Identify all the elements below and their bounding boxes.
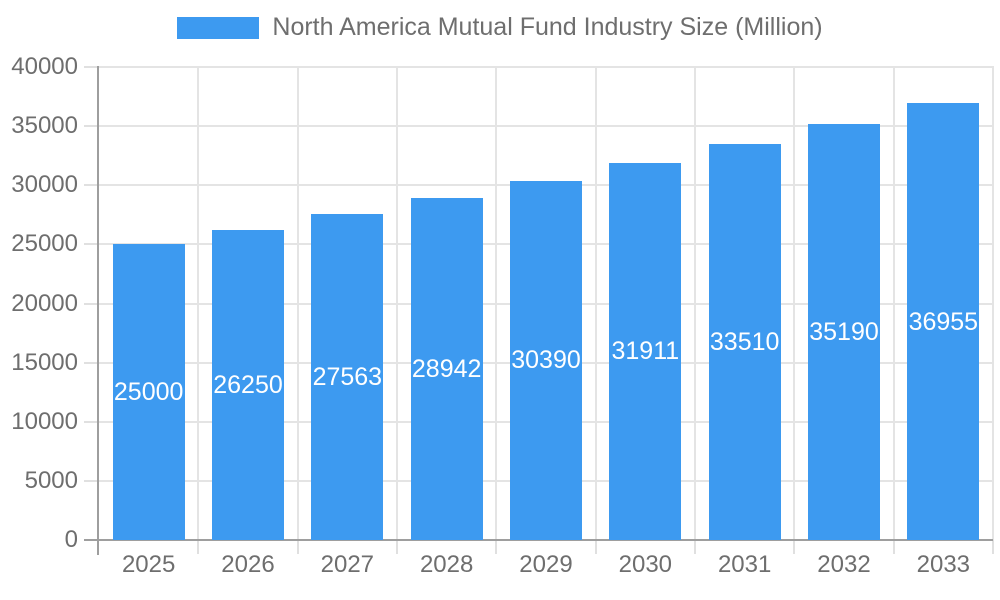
bar-value-label: 36955 [908, 307, 979, 336]
y-axis-tick-label: 20000 [11, 289, 78, 317]
bar-2028[interactable] [410, 197, 483, 540]
x-axis-tick [296, 540, 299, 554]
bar-2032[interactable] [808, 123, 880, 540]
x-axis-tick [594, 540, 597, 554]
gridline-vertical [296, 66, 299, 540]
y-axis-tick-label: 35000 [11, 112, 78, 140]
x-axis-tick-label: 2025 [121, 551, 176, 578]
gridline-vertical [793, 66, 796, 540]
bar-value-label: 33510 [709, 327, 780, 356]
bar-value-label: 25000 [113, 378, 184, 407]
x-axis-tick-label: 2030 [618, 551, 673, 578]
bar-2033[interactable] [907, 103, 980, 540]
y-axis-tick-label: 5000 [24, 466, 78, 494]
x-axis-tick [793, 540, 796, 554]
gridline-vertical [992, 66, 994, 540]
x-axis-tick [396, 540, 398, 554]
x-axis-tick [495, 540, 498, 554]
y-axis-line [97, 66, 99, 555]
bar-value-label: 30390 [511, 346, 581, 375]
legend-color-swatch [177, 16, 260, 39]
bar-2026[interactable] [212, 229, 284, 540]
bar-value-label: 35190 [809, 317, 879, 346]
bar-2030[interactable] [609, 162, 682, 540]
y-axis-tick-label: 15000 [11, 348, 78, 376]
y-axis-tick-label: 10000 [11, 407, 78, 435]
x-axis-tick-label: 2032 [817, 551, 871, 578]
x-axis-tick [892, 540, 895, 554]
bar-2029[interactable] [510, 180, 582, 540]
bar-value-label: 26250 [213, 370, 283, 399]
x-axis-tick-label: 2033 [916, 551, 971, 578]
gridline-horizontal [99, 125, 993, 128]
y-axis-tick-label: 0 [64, 526, 78, 553]
bar-value-label: 31911 [611, 337, 680, 366]
x-axis-tick [694, 540, 696, 554]
y-axis-tick [84, 361, 99, 364]
bar-2031[interactable] [708, 143, 781, 540]
y-axis-tick [84, 184, 99, 187]
y-axis-tick [84, 420, 99, 423]
legend-label: North America Mutual Fund Industry Size … [272, 13, 823, 41]
y-axis-tick [84, 302, 99, 305]
bar-2027[interactable] [311, 214, 384, 540]
x-axis-line [84, 539, 993, 541]
bar-2025[interactable] [112, 244, 185, 540]
x-axis-tick-label: 2027 [320, 551, 375, 578]
y-axis-tick [84, 479, 99, 482]
gridline-vertical [694, 66, 696, 540]
x-axis-tick [197, 540, 200, 554]
bar-value-label: 27563 [312, 363, 383, 392]
x-axis-tick-label: 2028 [419, 551, 474, 578]
gridline-horizontal [99, 66, 993, 68]
y-axis-tick-label: 40000 [11, 53, 78, 80]
x-axis-tick [992, 540, 994, 554]
y-axis-tick-label: 25000 [11, 230, 78, 258]
y-axis-tick [84, 125, 99, 128]
bar-value-label: 28942 [411, 354, 482, 383]
y-axis-tick [84, 243, 99, 246]
gridline-vertical [495, 66, 498, 540]
legend-item[interactable]: North America Mutual Fund Industry Size … [177, 13, 823, 42]
gridline-vertical [594, 66, 597, 540]
x-axis-tick-label: 2031 [717, 551, 772, 578]
x-axis-tick-label: 2026 [221, 551, 275, 578]
legend: North America Mutual Fund Industry Size … [0, 13, 1000, 42]
y-axis-tick [84, 66, 99, 68]
gridline-vertical [892, 66, 895, 540]
gridline-vertical [396, 66, 398, 540]
gridline-vertical [197, 66, 200, 540]
y-axis-tick-label: 30000 [11, 171, 78, 199]
x-axis-tick-label: 2029 [519, 551, 573, 578]
